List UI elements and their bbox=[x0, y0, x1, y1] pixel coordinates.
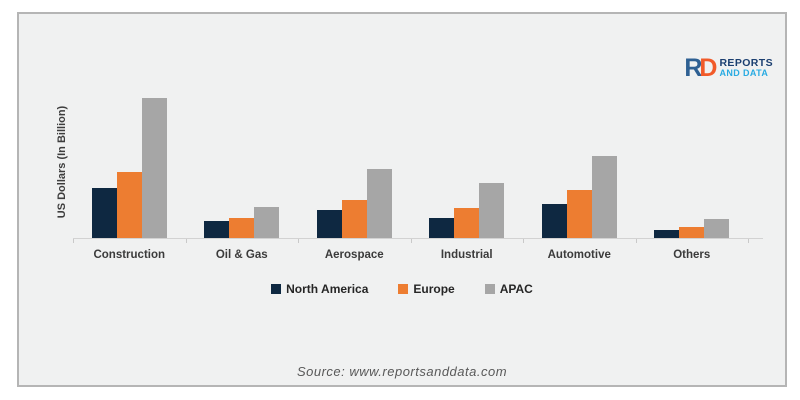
bar-europe bbox=[454, 208, 480, 238]
bar-north-america bbox=[654, 230, 680, 238]
x-axis-tick bbox=[748, 239, 749, 243]
bar-apac bbox=[704, 219, 730, 238]
bar-north-america bbox=[429, 218, 455, 238]
category-label: Industrial bbox=[440, 249, 493, 261]
legend-item-north-america: North America bbox=[271, 282, 368, 296]
x-axis-category-labels: Construction Oil & Gas Aerospace Industrial… bbox=[73, 249, 763, 261]
reports-and-data-logo: RD REPORTS AND DATA bbox=[684, 56, 773, 81]
bar-group-automotive bbox=[523, 79, 636, 238]
x-axis-tick bbox=[523, 239, 524, 243]
chart-panel: RD REPORTS AND DATA US Dollars (In Billi… bbox=[17, 12, 787, 387]
logo-d-glyph: D bbox=[699, 54, 717, 82]
bar-group-others bbox=[636, 79, 749, 238]
x-axis-tick bbox=[73, 239, 74, 243]
x-axis-tick bbox=[298, 239, 299, 243]
legend-swatch-icon bbox=[271, 284, 282, 294]
bar-north-america bbox=[316, 210, 342, 238]
bar-group-industrial bbox=[411, 79, 524, 238]
legend-label: Europe bbox=[413, 282, 455, 296]
bars bbox=[654, 219, 730, 238]
logo-line-and-data: AND DATA bbox=[719, 68, 769, 79]
bar-group-aerospace bbox=[298, 79, 411, 238]
legend: North America Europe APAC bbox=[19, 282, 785, 296]
category-label: Automotive bbox=[547, 249, 611, 261]
bar-apac bbox=[254, 207, 280, 238]
legend-swatch-icon bbox=[484, 284, 495, 294]
legend-label: APAC bbox=[499, 282, 533, 296]
bar-north-america bbox=[91, 188, 117, 238]
bars bbox=[316, 169, 392, 238]
x-axis-tick bbox=[410, 239, 412, 243]
bar-europe bbox=[679, 227, 705, 238]
legend-label: North America bbox=[286, 282, 369, 296]
category-label: Others bbox=[673, 249, 711, 261]
legend-item-europe: Europe bbox=[398, 282, 455, 296]
bar-europe bbox=[229, 218, 255, 238]
x-axis-tick bbox=[635, 239, 637, 243]
logo-r-glyph: R bbox=[684, 54, 702, 82]
bar-europe bbox=[341, 200, 367, 238]
bar-north-america bbox=[204, 221, 230, 238]
bar-north-america bbox=[541, 204, 567, 238]
category-label: Aerospace bbox=[324, 249, 384, 261]
bar-group-oil-gas bbox=[186, 79, 299, 238]
bars bbox=[429, 183, 505, 238]
logo-wordmark: REPORTS AND DATA bbox=[719, 56, 773, 79]
logo-line-reports: REPORTS bbox=[719, 56, 773, 69]
logo-rd-icon: RD bbox=[684, 54, 717, 82]
bars bbox=[204, 207, 280, 238]
bar-apac bbox=[591, 156, 617, 238]
source-text: Source: www.reportsanddata.com bbox=[296, 364, 508, 379]
x-axis-tick bbox=[185, 239, 187, 243]
bar-apac bbox=[366, 169, 392, 238]
legend-swatch-icon bbox=[398, 284, 409, 294]
y-axis-label: US Dollars (In Billion) bbox=[56, 105, 68, 219]
bar-apac bbox=[479, 183, 505, 238]
category-label: Construction bbox=[93, 249, 166, 261]
bar-group-construction bbox=[73, 79, 186, 238]
bars bbox=[541, 156, 617, 238]
category-label: Oil & Gas bbox=[215, 249, 268, 261]
plot-area bbox=[73, 79, 763, 243]
legend-item-apac: APAC bbox=[484, 282, 533, 296]
bars bbox=[91, 98, 167, 238]
bar-apac bbox=[141, 98, 167, 238]
bar-europe bbox=[566, 190, 592, 238]
bar-europe bbox=[116, 172, 142, 238]
